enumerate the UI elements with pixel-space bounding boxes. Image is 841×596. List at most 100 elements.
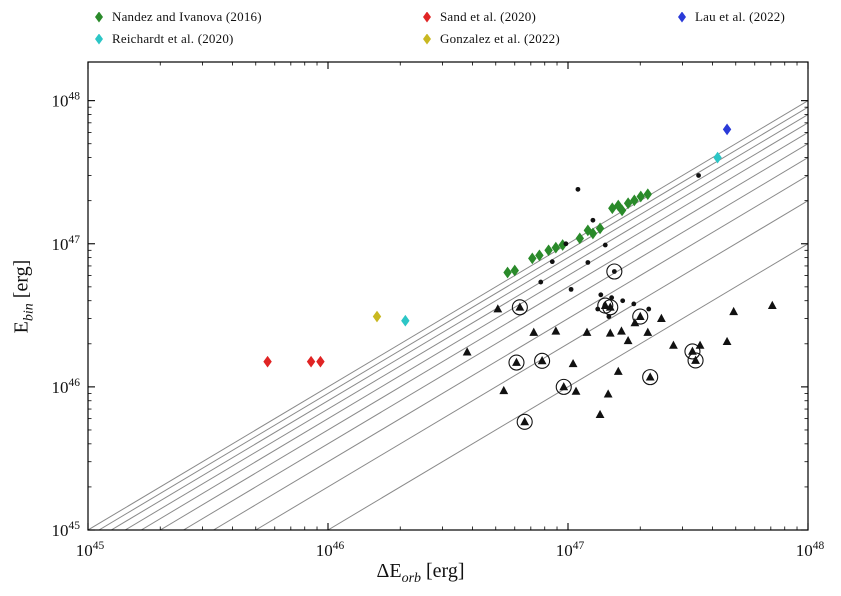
triangle-point [767,300,777,309]
legend-item-lau: Lau et al. (2022) [678,6,785,28]
diamond-point [630,194,639,207]
triangle-point [656,313,666,322]
diamond-point [575,232,585,245]
triangle-point [635,311,645,320]
dot-point [606,314,612,319]
highlight-circle [508,354,525,371]
highlight-circle [555,378,572,395]
alpha-guide-line [213,175,808,530]
dot-point [620,298,626,304]
diamond-point [510,264,519,277]
diamond-point [617,204,627,217]
alpha-guide-line [88,100,808,530]
legend-column-2: Sand et al. (2020) Gonzalez et al. (2022… [423,6,560,50]
tick-label: 1046 [316,540,345,560]
guide-lines [88,100,808,530]
triangle-point [571,386,581,395]
triangle-point [691,355,700,364]
triangle-point [582,327,592,336]
y-axis-title-unit: [erg] [10,259,33,304]
triangle-point [669,340,678,349]
legend-item-sand: Sand et al. (2020) [423,6,560,28]
diamond-point [623,197,633,210]
triangle-point [643,327,653,336]
diamond-marker-icon [423,33,431,45]
highlight-circle [632,308,649,325]
dot-point [609,295,615,301]
triangle-point [729,306,739,316]
legend-column-1: Nandez and Ivanova (2016) Reichardt et a… [95,6,262,50]
highlight-circle [534,352,551,369]
diamond-point [263,355,272,368]
triangle-point [568,358,578,368]
alpha-guide-line [98,106,808,530]
highlight-circle [511,299,528,316]
diamond-point [588,227,598,240]
triangle-point [559,382,569,391]
diamond-marker-icon [95,11,103,23]
x-axis-title-main: ΔE [376,560,402,582]
tick-label: 1046 [52,377,81,397]
diamond-point [713,151,722,164]
triangle-point [551,326,561,335]
tick-label: 1045 [76,540,105,560]
dot-point [696,173,701,178]
dot-point [568,286,574,292]
dot-point [575,186,581,192]
legend-column-3: Lau et al. (2022) [678,6,785,28]
triangle-point [617,326,626,335]
diamond-marker-icon [678,11,686,23]
diamond-point [608,202,617,215]
triangle-point [605,328,615,337]
triangle-point [520,417,530,426]
dot-point [563,241,569,247]
dot-point [611,269,617,274]
alpha-guide-line [140,131,808,530]
tick-label: 1047 [556,540,585,560]
legend-label: Nandez and Ivanova (2016) [112,9,262,24]
plot-frame [87,61,809,531]
legend-label: Lau et al. (2022) [695,9,786,24]
triangle-point [515,302,525,311]
y-axis-title-main: E [10,321,33,334]
highlight-circle [516,413,533,430]
highlight-circle [684,343,701,360]
diamond-point [595,222,605,235]
triangle-point [462,347,472,356]
triangle-point [493,304,503,313]
triangle-point [623,335,633,345]
triangle-point [695,340,705,349]
diamond-point [372,310,382,323]
diamond-point [722,123,732,136]
dot-point [598,292,604,298]
dot-point [585,260,591,265]
legend-label: Sand et al. (2020) [440,9,537,24]
diamond-point [544,244,553,257]
diamond-point [643,188,653,201]
triangle-point [605,302,615,311]
diamond-point [503,266,512,279]
dot-point [590,217,596,223]
tick-label: 1048 [52,91,81,111]
dot-point [602,242,608,248]
dot-point [631,301,637,307]
dot-point [646,306,652,312]
alpha-guide-line [124,122,808,530]
alpha-guide-line [111,114,808,530]
highlight-circle [606,263,623,280]
diamond-point [551,241,561,254]
x-axis-title-sub: orb [401,571,422,586]
diamond-marker-icon [95,33,103,45]
highlight-circle [642,369,659,386]
highlight-circle [602,299,619,316]
triangle-point [512,357,521,366]
diamond-point [528,252,537,265]
legend-item-gonzalez: Gonzalez et al. (2022) [423,28,560,50]
diamond-point [316,355,325,368]
y-axis-title-sub: bin [21,303,37,322]
x-axis-title: ΔEorb [erg] [0,560,841,587]
diamond-point [535,249,544,262]
x-axis-title-unit: [erg] [421,560,465,582]
triangle-point [595,409,605,419]
